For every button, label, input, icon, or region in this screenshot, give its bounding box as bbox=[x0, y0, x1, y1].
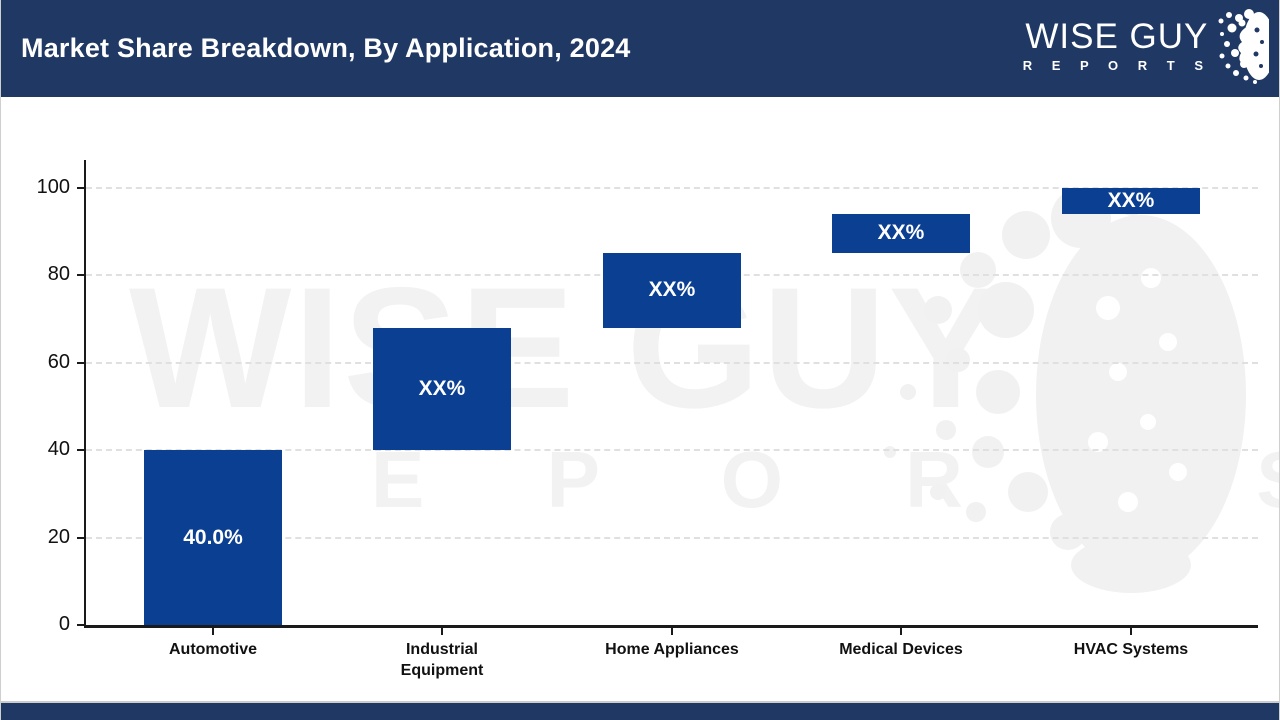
category-label-hvac-systems: HVAC Systems bbox=[1073, 641, 1189, 658]
bar-hvac-systems: XX% bbox=[1062, 187, 1200, 214]
x-tick-industrial-equipment bbox=[441, 628, 443, 635]
bar-medical-devices: XX% bbox=[832, 213, 970, 254]
y-tick-0 bbox=[77, 624, 86, 626]
bar-automotive: 40.0% bbox=[144, 450, 282, 625]
bar-value-label-industrial-equipment: XX% bbox=[418, 376, 466, 400]
y-tick-80 bbox=[77, 274, 86, 276]
x-tick-medical-devices bbox=[900, 628, 902, 635]
watermark-head-icon bbox=[884, 190, 1246, 593]
bar-value-label-home-appliances: XX% bbox=[648, 278, 696, 302]
y-tick-label-60: 60 bbox=[47, 350, 70, 373]
category-label-industrial-equipment: Industrial Equipment bbox=[400, 641, 484, 679]
header-bar: Market Share Breakdown, By Application, … bbox=[1, 0, 1279, 97]
gridline-40 bbox=[86, 449, 1258, 451]
category-label-automotive: Automotive bbox=[169, 641, 257, 658]
category-label-medical-devices: Medical Devices bbox=[839, 641, 963, 658]
x-tick-home-appliances bbox=[671, 628, 673, 635]
gridline-20 bbox=[86, 536, 1258, 539]
logo-head-icon bbox=[1218, 9, 1269, 84]
gridline-60 bbox=[86, 361, 1258, 364]
bar-home-appliances: XX% bbox=[603, 253, 741, 328]
bar-value-label-hvac-systems: XX% bbox=[1107, 188, 1155, 212]
bar-industrial-equipment: XX% bbox=[373, 327, 511, 450]
gridline-100 bbox=[86, 186, 1258, 189]
footer-bar bbox=[1, 701, 1279, 720]
logo-text: WISE GUY R E P O R T S bbox=[1023, 19, 1211, 73]
logo-subtitle: R E P O R T S bbox=[1022, 58, 1211, 73]
y-axis bbox=[84, 160, 86, 627]
x-tick-automotive bbox=[212, 628, 214, 635]
watermark-wordmark: WISE GUY bbox=[129, 252, 1006, 444]
y-tick-60 bbox=[77, 361, 86, 364]
logo-wordmark: WISE GUY bbox=[1025, 17, 1209, 56]
y-tick-40 bbox=[77, 449, 86, 451]
x-tick-hvac-systems bbox=[1130, 628, 1132, 635]
page-title: Market Share Breakdown, By Application, … bbox=[21, 33, 631, 63]
wiseguy-logo: WISE GUY R E P O R T S bbox=[1023, 6, 1269, 86]
y-tick-label-80: 80 bbox=[47, 263, 70, 285]
y-tick-100 bbox=[77, 186, 86, 189]
y-tick-label-20: 20 bbox=[47, 525, 70, 548]
y-tick-20 bbox=[77, 536, 86, 539]
y-tick-label-0: 0 bbox=[58, 613, 70, 635]
y-tick-label-40: 40 bbox=[47, 438, 70, 460]
y-tick-label-100: 100 bbox=[36, 175, 70, 198]
bar-value-label-medical-devices: XX% bbox=[877, 221, 925, 245]
category-label-home-appliances: Home Appliances bbox=[605, 641, 739, 658]
bar-value-label-automotive: 40.0% bbox=[183, 525, 243, 549]
x-axis bbox=[84, 625, 1258, 628]
